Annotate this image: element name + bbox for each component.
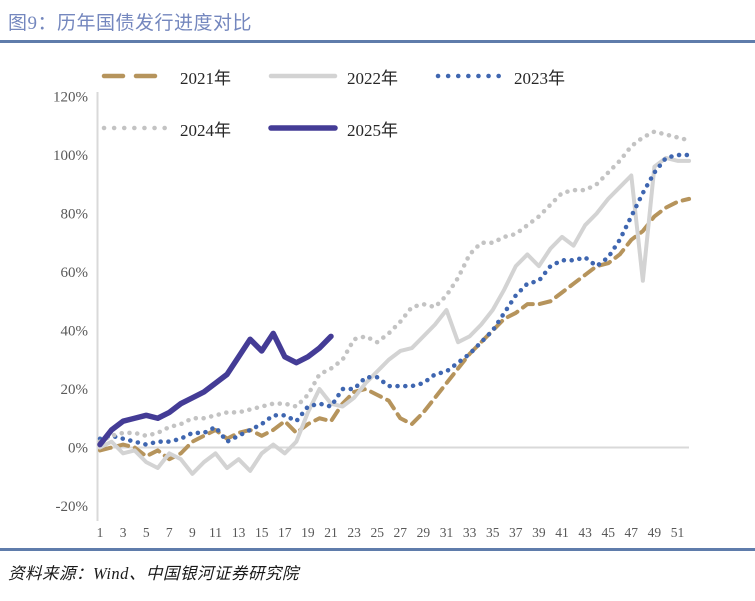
series-line-2023年	[97, 152, 692, 447]
x-tick-label: 49	[648, 525, 662, 540]
x-tick-label: 41	[555, 525, 569, 540]
x-tick-label: 19	[301, 525, 315, 540]
legend-swatch-2025年	[268, 125, 338, 131]
x-tick-label: 47	[625, 525, 639, 540]
y-tick-label: 0%	[68, 441, 88, 457]
x-tick-label: 9	[189, 525, 196, 540]
x-tick-label: 21	[324, 525, 338, 540]
x-tick-label: 17	[278, 525, 292, 540]
x-tick-label: 13	[232, 525, 246, 540]
footer-divider	[0, 548, 755, 551]
y-tick-label: 60%	[61, 265, 89, 281]
figure-title: 图9：历年国债发行进度对比	[8, 13, 253, 34]
legend-row-2: 2024年 2025年	[100, 118, 740, 140]
x-tick-label: 43	[578, 525, 592, 540]
legend-label-2025年: 2025年	[347, 120, 398, 140]
series-line-2024年	[97, 129, 692, 444]
x-tick-label: 7	[166, 525, 173, 540]
legend-swatch-2022年	[268, 73, 338, 79]
x-tick-label: 31	[440, 525, 454, 540]
x-tick-label: 51	[671, 525, 685, 540]
legend-item-2023年: 2023年	[434, 66, 601, 88]
x-tick-label: 25	[370, 525, 384, 540]
x-tick-label: 11	[209, 525, 222, 540]
source-note: 资料来源：Wind、中国银河证券研究院	[8, 564, 299, 583]
x-tick-label: 35	[486, 525, 500, 540]
x-tick-label: 27	[394, 525, 408, 540]
x-tick-label: 37	[509, 525, 523, 540]
x-tick-label: 5	[143, 525, 150, 540]
series-line-2022年	[98, 155, 692, 476]
x-tick-label: 15	[255, 525, 269, 540]
x-tick-label: 29	[417, 525, 431, 540]
x-tick-label: 23	[347, 525, 361, 540]
legend-swatch-2023年	[435, 73, 505, 79]
legend-label-2024年: 2024年	[180, 120, 231, 140]
legend-item-2021年: 2021年	[100, 66, 267, 88]
x-tick-label: 1	[97, 525, 104, 540]
legend-swatch-2021年	[101, 73, 171, 79]
y-tick-label: 100%	[53, 148, 88, 164]
legend-swatch-2024年	[101, 125, 171, 131]
legend-row-1: 2021年 2022年 2023年	[100, 66, 740, 88]
y-tick-label: 20%	[61, 382, 89, 398]
x-tick-label: 33	[463, 525, 477, 540]
title-divider	[0, 40, 755, 43]
y-tick-label: 40%	[61, 324, 89, 340]
line-chart: 120%100%80%60%40%20%0%-20%1 3 5 7 9 11 13 15 17 1…	[53, 90, 692, 540]
legend-item-2025年: 2025年	[267, 118, 434, 140]
y-tick-label: -20%	[56, 499, 89, 515]
series-line-2021年	[98, 196, 692, 462]
legend-label-2023年: 2023年	[514, 68, 565, 88]
x-tick-label: 45	[601, 525, 615, 540]
legend-item-2022年: 2022年	[267, 66, 434, 88]
x-tick-label: 3	[120, 525, 127, 540]
series-line-2025年	[97, 330, 334, 448]
legend-item-2024年: 2024年	[100, 118, 267, 140]
x-tick-label: 39	[532, 525, 546, 540]
y-tick-label: 120%	[53, 90, 88, 106]
y-tick-label: 80%	[61, 207, 89, 223]
legend-label-2021年: 2021年	[180, 68, 231, 88]
legend-label-2022年: 2022年	[347, 68, 398, 88]
